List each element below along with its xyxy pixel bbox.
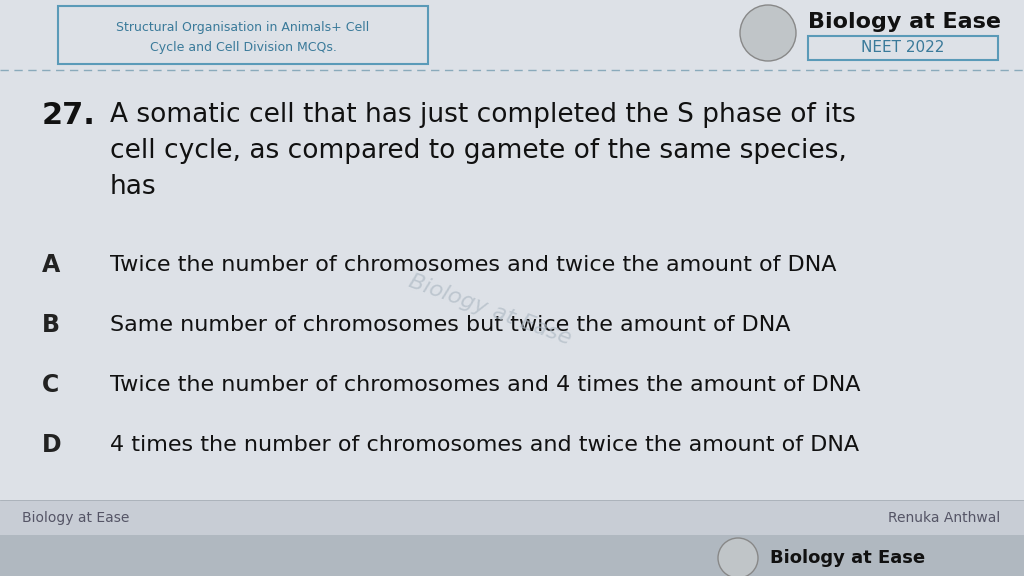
Text: 27.: 27. — [42, 100, 96, 130]
Text: 4 times the number of chromosomes and twice the amount of DNA: 4 times the number of chromosomes and tw… — [110, 435, 859, 455]
Text: Biology at Ease: Biology at Ease — [770, 549, 925, 567]
Bar — [0, 500, 1024, 535]
Bar — [0, 535, 1024, 576]
Text: Structural Organisation in Animals+ Cell: Structural Organisation in Animals+ Cell — [117, 21, 370, 35]
Text: Renuka Anthwal: Renuka Anthwal — [888, 511, 1000, 525]
Bar — [808, 36, 998, 60]
Text: D: D — [42, 433, 61, 457]
Text: Twice the number of chromosomes and 4 times the amount of DNA: Twice the number of chromosomes and 4 ti… — [110, 375, 860, 395]
Text: Cycle and Cell Division MCQs.: Cycle and Cell Division MCQs. — [150, 40, 337, 54]
Text: has: has — [110, 174, 157, 200]
Text: NEET 2022: NEET 2022 — [861, 40, 945, 55]
Text: Biology at Ease: Biology at Ease — [22, 511, 129, 525]
Text: cell cycle, as compared to gamete of the same species,: cell cycle, as compared to gamete of the… — [110, 138, 847, 164]
Circle shape — [740, 5, 796, 61]
Text: A somatic cell that has just completed the S phase of its: A somatic cell that has just completed t… — [110, 102, 856, 128]
Text: Same number of chromosomes but twice the amount of DNA: Same number of chromosomes but twice the… — [110, 315, 791, 335]
Text: B: B — [42, 313, 60, 337]
Text: A: A — [42, 253, 60, 277]
Text: C: C — [42, 373, 59, 397]
Text: Biology at Ease: Biology at Ease — [406, 271, 574, 348]
Text: Twice the number of chromosomes and twice the amount of DNA: Twice the number of chromosomes and twic… — [110, 255, 837, 275]
Bar — [58, 6, 428, 64]
Text: Biology at Ease: Biology at Ease — [808, 12, 1001, 32]
Circle shape — [718, 538, 758, 576]
